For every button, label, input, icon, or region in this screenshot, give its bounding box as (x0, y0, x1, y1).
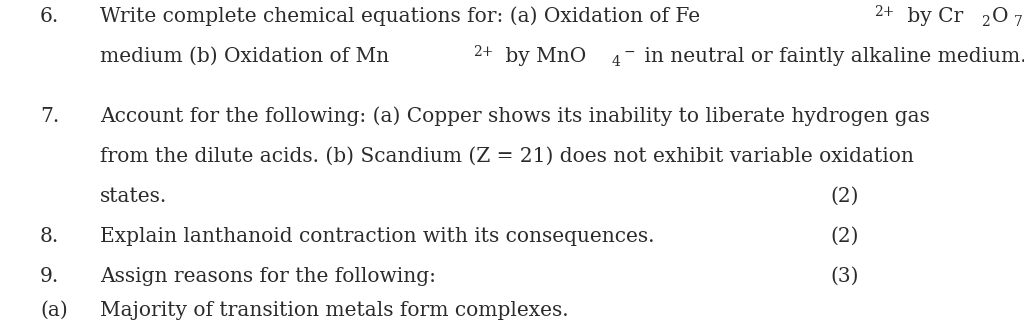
Text: (2): (2) (830, 227, 858, 246)
Text: medium (b) Oxidation of Mn: medium (b) Oxidation of Mn (100, 47, 389, 66)
Text: (2): (2) (830, 187, 858, 206)
Text: states.: states. (100, 187, 167, 206)
Text: Majority of transition metals form complexes.: Majority of transition metals form compl… (100, 301, 568, 320)
Text: Explain lanthanoid contraction with its consequences.: Explain lanthanoid contraction with its … (100, 227, 654, 246)
Text: in neutral or faintly alkaline medium. (2): in neutral or faintly alkaline medium. (… (638, 46, 1024, 66)
Text: from the dilute acids. (b) Scandium (Z = 21) does not exhibit variable oxidation: from the dilute acids. (b) Scandium (Z =… (100, 147, 913, 166)
Text: (3): (3) (830, 267, 858, 286)
Text: (a): (a) (40, 301, 68, 320)
Text: 6.: 6. (40, 7, 59, 26)
Text: 2+: 2+ (473, 45, 494, 59)
Text: by Cr: by Cr (901, 7, 963, 26)
Text: −: − (624, 45, 635, 59)
Text: by MnO: by MnO (500, 47, 587, 66)
Text: Account for the following: (a) Copper shows its inability to liberate hydrogen g: Account for the following: (a) Copper sh… (100, 106, 930, 126)
Text: 7.: 7. (40, 107, 59, 126)
Text: 4: 4 (612, 55, 621, 69)
Text: 8.: 8. (40, 227, 59, 246)
Text: O: O (992, 7, 1009, 26)
Text: 2: 2 (981, 15, 990, 29)
Text: Write complete chemical equations for: (a) Oxidation of Fe: Write complete chemical equations for: (… (100, 6, 700, 26)
Text: 7: 7 (1014, 15, 1022, 29)
Text: 2+: 2+ (874, 5, 895, 19)
Text: 9.: 9. (40, 267, 59, 286)
Text: Assign reasons for the following:: Assign reasons for the following: (100, 267, 436, 286)
